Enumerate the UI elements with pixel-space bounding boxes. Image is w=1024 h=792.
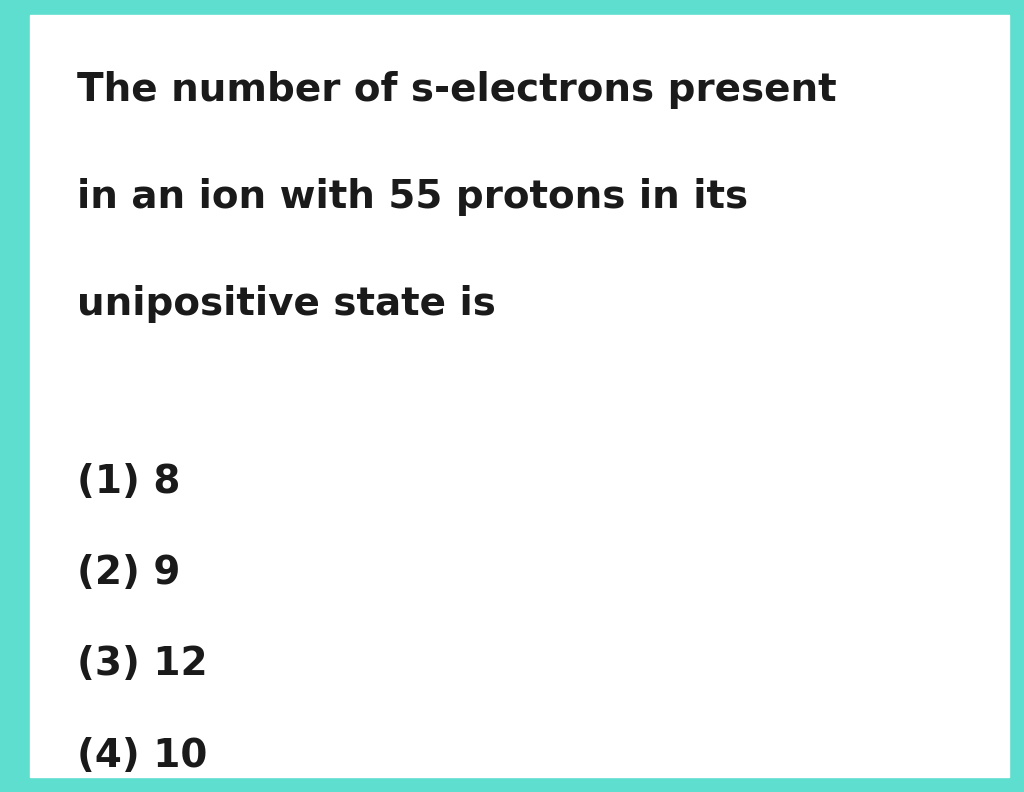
Text: (4) 10: (4) 10 <box>77 737 207 775</box>
Text: (1) 8: (1) 8 <box>77 463 180 501</box>
Text: in an ion with 55 protons in its: in an ion with 55 protons in its <box>77 178 748 216</box>
Text: (2) 9: (2) 9 <box>77 554 180 592</box>
Text: The number of s-electrons present: The number of s-electrons present <box>77 71 837 109</box>
Text: unipositive state is: unipositive state is <box>77 285 496 323</box>
Text: (3) 12: (3) 12 <box>77 645 208 683</box>
